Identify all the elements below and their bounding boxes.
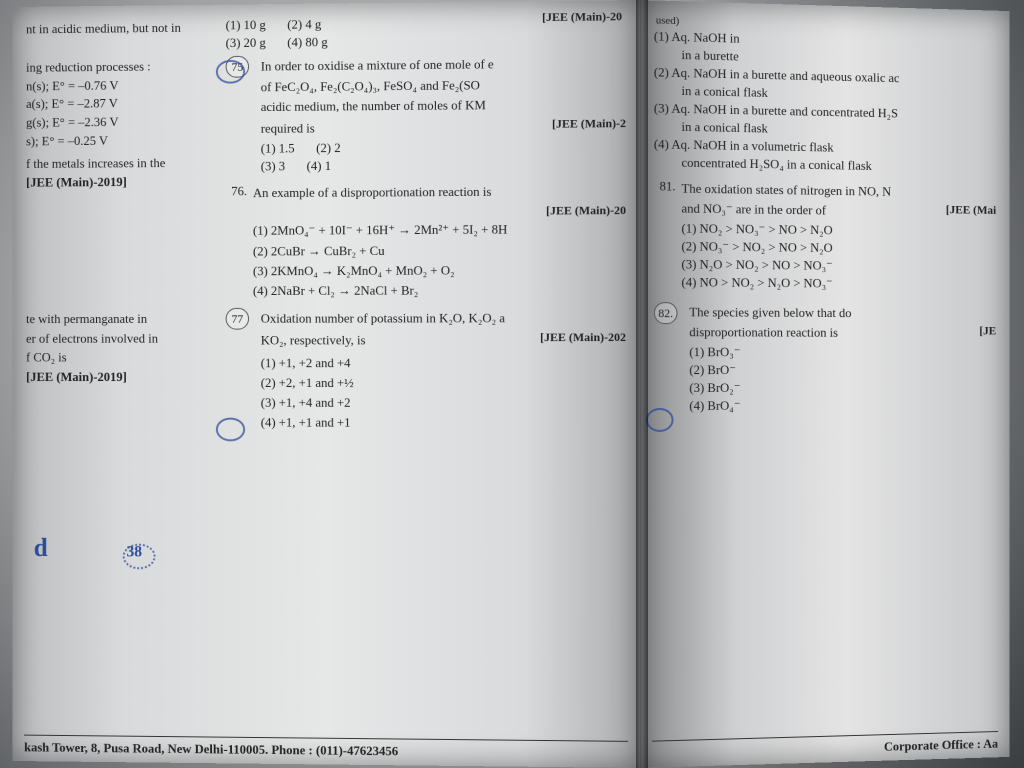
q82-opt-3: (3) BrO₂⁻ (689, 380, 996, 396)
q76-opt-4: (4) 2NaBr + Cl₂ → 2NaCl + Br₂ (253, 281, 626, 300)
reduction-label: ing reduction processes : (26, 57, 220, 76)
pen-circle-icon (216, 418, 245, 442)
q77-opt-3: (3) +1, +4 and +2 (261, 394, 626, 412)
q82-stem: disproportionation reaction is (689, 324, 838, 340)
jee-tag: [JEE (Mai (946, 202, 996, 222)
jee-tag: [JEE (Main)-20 (253, 202, 626, 221)
q75-opt-2: (2) 2 (316, 139, 340, 157)
q82-stem: The species given below that do (689, 304, 996, 321)
electrode-data: a(s); E° = –2.87 V (26, 94, 220, 113)
permanganate-frag: er of electrons involved in (26, 329, 220, 347)
pen-d-mark: d (34, 533, 48, 563)
q75-stem: required is (261, 119, 315, 137)
q75-opt-1: (1) 1.5 (261, 140, 295, 158)
jee-tag: [JEE (Main)-2019] (26, 172, 220, 190)
q77-stem: Oxidation number of potassium in K₂O, K₂… (261, 309, 626, 328)
q74-opt-1: (1) 10 g (226, 16, 266, 34)
q77-opt-1: (1) +1, +2 and +4 (261, 354, 626, 372)
q76-stem: An example of a disproportionation react… (253, 182, 626, 202)
q81-opt-4: (4) NO > NO₂ > N₂O > NO₃⁻ (681, 274, 996, 292)
q76-number: 76. (226, 182, 247, 302)
q75-opt-4: (4) 1 (307, 157, 331, 175)
q76-opt-3: (3) 2KMnO₄ → K₂MnO₄ + MnO₂ + O₂ (253, 261, 626, 280)
partial-text: f the metals increases in the (26, 154, 220, 173)
q77-number: 77 (226, 308, 249, 330)
jee-tag: [JEE (Main)-20 (542, 8, 622, 26)
right-page: used) (1) Aq. NaOH in in a burette (2) A… (640, 0, 1009, 768)
q81-opt-2: (2) NO₃⁻ > NO₂ > NO > N₂O (681, 238, 996, 257)
q82-opt-1: (1) BrO₃⁻ (689, 344, 996, 361)
pen-circle-icon (646, 408, 674, 432)
q77-opt-4: (4) +1, +1 and +1 (261, 414, 626, 433)
page-footer: Corporate Office : Aa (652, 731, 998, 762)
q81-stem: The oxidation states of nitrogen in NO, … (681, 181, 996, 202)
q76-opt-2: (2) 2CuBr → CuBr₂ + Cu (253, 241, 626, 261)
electrode-data: n(s); E° = –0.76 V (26, 76, 220, 95)
q76-opt-1: (1) 2MnO₄⁻ + 10I⁻ + 16H⁺ → 2Mn²⁺ + 5I₂ +… (253, 221, 626, 241)
partial-text: nt in acidic medium, but not in (26, 19, 220, 38)
page-footer: kash Tower, 8, Pusa Road, New Delhi-1100… (24, 735, 628, 762)
electrode-data: s); E° = –0.25 V (26, 131, 220, 150)
q75-stem: In order to oxidise a mixture of one mol… (261, 55, 626, 76)
pen-38-mark: 38 (127, 544, 143, 562)
q77-stem: KO₂, respectively, is (261, 332, 366, 350)
permanganate-frag: te with permanganate in (26, 310, 220, 328)
q74-opt-3: (3) 20 g (226, 34, 266, 52)
electrode-data: g(s); E° = –2.36 V (26, 112, 220, 131)
q75-opt-3: (3) 3 (261, 158, 285, 176)
book-photo: nt in acidic medium, but not in [JEE (Ma… (0, 0, 1024, 768)
q82-opt-2: (2) BrO⁻ (689, 362, 996, 378)
q82-opt-4: (4) BrO₄⁻ (689, 398, 996, 414)
q77-opt-2: (2) +2, +1 and +½ (261, 374, 626, 392)
q82-number: 82. (654, 302, 678, 324)
permanganate-frag: f CO₂ is (26, 349, 220, 366)
jee-tag: [JE (979, 324, 996, 344)
q81-number: 81. (654, 178, 676, 292)
jee-tag: [JEE (Main)-2 (552, 115, 626, 138)
jee-tag: [JEE (Main)-2019] (26, 368, 220, 385)
q81-opt-1: (1) NO₂ > NO₃⁻ > NO > N₂O (681, 221, 996, 241)
left-page: nt in acidic medium, but not in [JEE (Ma… (13, 0, 640, 768)
q74-opt-2: (2) 4 g (287, 15, 321, 33)
jee-tag: [JEE (Main)-202 (540, 329, 626, 351)
q81-stem: and NO₃⁻ are in the order of (681, 201, 826, 219)
q74-opt-4: (4) 80 g (287, 33, 327, 51)
q81-opt-3: (3) N₂O > NO₂ > NO > NO₃⁻ (681, 256, 996, 275)
q75-stem: of FeC₂O₄, Fe₂(C₂O₄)₃, FeSO₄ and Fe₂(SO (261, 75, 626, 96)
q75-stem: acidic medium, the number of moles of KM (261, 95, 626, 116)
